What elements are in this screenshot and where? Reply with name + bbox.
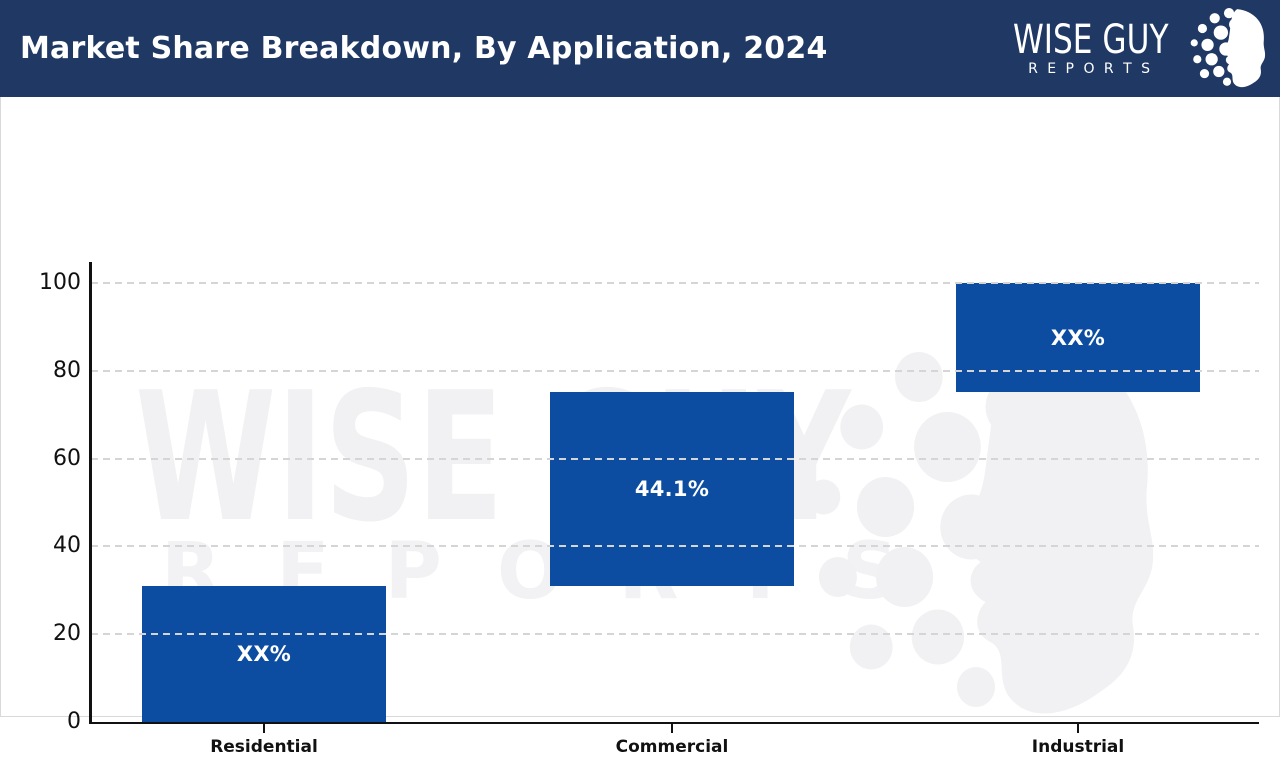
x-category-label: Commercial (615, 737, 729, 757)
brand-logo: WISE GUY R E P O R T S (991, 6, 1270, 92)
brand-name: WISE GUY (1012, 17, 1169, 63)
x-tick-mark (671, 724, 673, 733)
x-axis-line (89, 721, 1259, 724)
x-tick-mark (263, 724, 265, 733)
header-bar: Market Share Breakdown, By Application, … (0, 0, 1280, 97)
gridline-y100 (91, 282, 1259, 284)
dotted-face-icon (1190, 7, 1266, 87)
x-category-label: Residential (210, 737, 318, 757)
gridline-y20 (91, 633, 1259, 636)
y-tick-label: 0 (67, 709, 81, 734)
page-title: Market Share Breakdown, By Application, … (20, 31, 828, 66)
bar-commercial: 44.1% (550, 392, 794, 586)
gridline-y80 (91, 369, 1259, 372)
y-axis-line (89, 262, 92, 724)
chart-area: WISE GUY R E P O R T S 0 20 40 60 80 100 XX% Re… (0, 97, 1280, 757)
bar-industrial: XX% (956, 283, 1200, 393)
bar-residential: XX% (142, 585, 386, 722)
y-tick-label: 20 (53, 621, 81, 647)
y-tick-label: 40 (53, 533, 81, 559)
brand-logo-text: WISE GUY R E P O R T S (991, 20, 1190, 77)
y-tick-label: 60 (53, 445, 81, 471)
gridline-y60 (91, 457, 1259, 460)
y-tick-label: 80 (53, 357, 81, 383)
x-category-label: Industrial (1031, 737, 1125, 757)
bar-value-label: XX% (236, 641, 292, 666)
bar-value-label: XX% (1050, 325, 1106, 350)
bar-value-label: 44.1% (634, 477, 710, 502)
gridline-y40 (91, 545, 1259, 548)
y-tick-label: 100 (39, 270, 81, 295)
x-tick-mark (1077, 724, 1079, 733)
brand-subname: R E P O R T S (1028, 61, 1153, 77)
